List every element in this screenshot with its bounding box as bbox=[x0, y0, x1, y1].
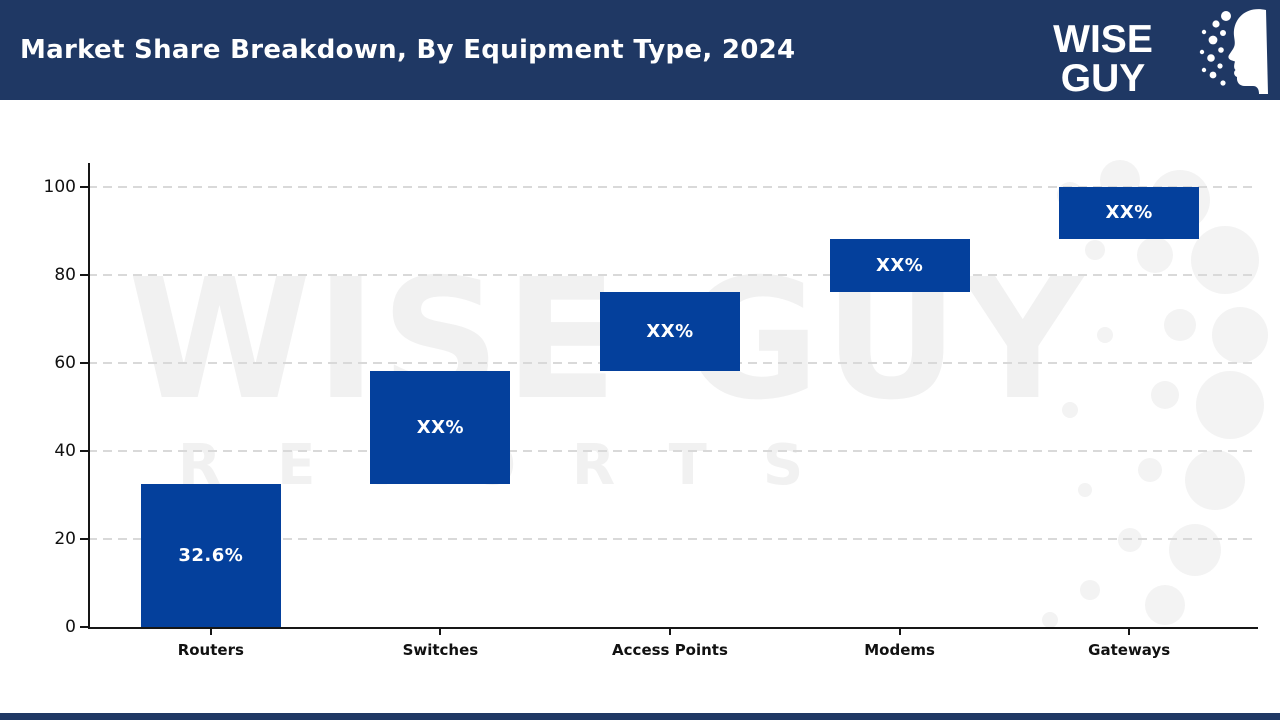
logo-text: WISE GUY REPORTS bbox=[1014, 20, 1192, 116]
bar-access-points: XX% bbox=[600, 292, 740, 371]
ytick-label-60: 60 bbox=[54, 353, 76, 373]
bar-switches: XX% bbox=[370, 370, 511, 484]
ytick-mark-0 bbox=[80, 626, 88, 628]
ytick-label-80: 80 bbox=[54, 265, 76, 285]
xcat-label-switches: Switches bbox=[402, 641, 479, 659]
watermark-face-dots bbox=[1042, 160, 1268, 628]
ytick-mark-80 bbox=[80, 274, 88, 276]
ytick-mark-60 bbox=[80, 362, 88, 364]
xcat-label-gateways: Gateways bbox=[1088, 641, 1171, 659]
xtick-mark-3 bbox=[669, 627, 671, 635]
ytick-label-100: 100 bbox=[43, 177, 76, 197]
bar-value-label: XX% bbox=[1105, 202, 1153, 224]
ytick-label-0: 0 bbox=[65, 617, 76, 637]
bar-value-label: 32.6% bbox=[178, 544, 244, 566]
gridline-40 bbox=[88, 450, 1258, 452]
bar-value-label: XX% bbox=[646, 321, 694, 343]
gridline-100 bbox=[88, 186, 1258, 188]
xtick-mark-4 bbox=[898, 627, 901, 635]
xcat-label-modems: Modems bbox=[864, 641, 935, 659]
xtick-mark-5 bbox=[1128, 627, 1131, 635]
xtick-mark-2 bbox=[439, 627, 442, 635]
xcat-label-routers: Routers bbox=[177, 641, 244, 659]
header-bar: Market Share Breakdown, By Equipment Typ… bbox=[0, 0, 1280, 116]
xcat-label-access-points: Access Points bbox=[612, 641, 728, 659]
ytick-mark-40 bbox=[80, 450, 88, 452]
ytick-label-40: 40 bbox=[54, 441, 76, 461]
bar-value-label: XX% bbox=[416, 416, 465, 438]
ytick-label-20: 20 bbox=[54, 529, 76, 549]
bar-modems: XX% bbox=[829, 238, 970, 293]
footer-bar bbox=[0, 713, 1280, 720]
page-title: Market Share Breakdown, By Equipment Typ… bbox=[20, 35, 796, 65]
bar-gateways: XX% bbox=[1059, 187, 1200, 239]
logo-wordmark: WISE GUY bbox=[1053, 18, 1153, 100]
xtick-mark-1 bbox=[209, 627, 212, 635]
x-axis-line bbox=[88, 627, 1258, 629]
wise-guy-logo: WISE GUY REPORTS bbox=[1014, 6, 1268, 116]
bar-value-label: XX% bbox=[875, 255, 924, 277]
y-axis-line bbox=[88, 163, 90, 629]
gridline-20 bbox=[88, 538, 1258, 540]
logo-subtitle: REPORTS bbox=[1038, 101, 1176, 116]
gridline-80 bbox=[88, 274, 1258, 276]
ytick-mark-100 bbox=[80, 186, 88, 188]
bar-routers: 32.6% bbox=[140, 483, 281, 627]
ytick-mark-20 bbox=[80, 538, 88, 540]
logo-head-icon bbox=[1199, 9, 1268, 94]
